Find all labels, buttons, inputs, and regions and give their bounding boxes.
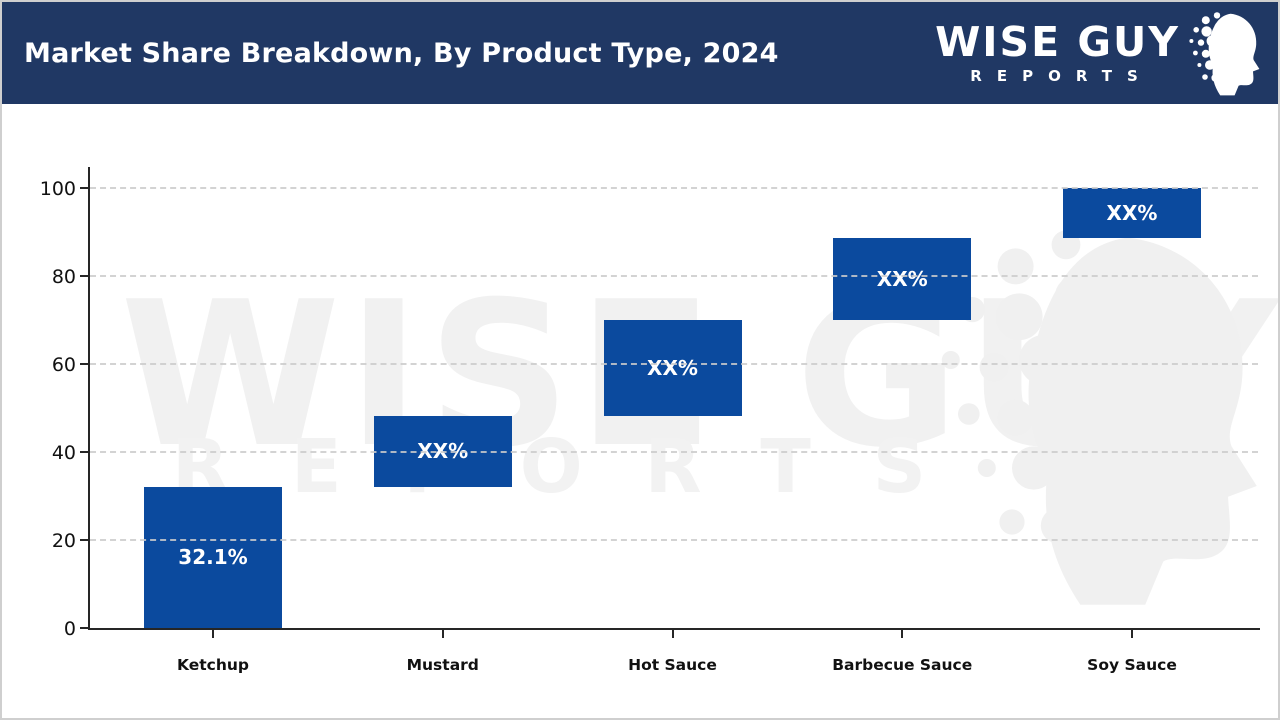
page-title: Market Share Breakdown, By Product Type,… <box>24 37 779 69</box>
wise-guy-logo: WISE GUY REPORTS <box>935 9 1268 97</box>
x-axis-label-barbecue-sauce: Barbecue Sauce <box>832 656 973 674</box>
y-axis-spine <box>88 167 90 630</box>
x-axis-label-hot-sauce: Hot Sauce <box>628 656 717 674</box>
gridline-80 <box>90 275 1258 278</box>
x-axis-label-soy-sauce: Soy Sauce <box>1087 656 1177 674</box>
bar-value-label: XX% <box>876 267 928 292</box>
gridline-20 <box>90 539 1258 542</box>
bar-hot-sauce: XX% <box>603 320 742 416</box>
gridline-60 <box>90 363 1258 366</box>
logo-wordmark: WISE GUY <box>935 18 1180 66</box>
plot-area: 0 20 40 60 80 100 32.1% Ketchup XX% Mustard XX% Hot… <box>40 167 1260 674</box>
x-axis-spine <box>88 628 1260 630</box>
chart-canvas: WISE GUY REPORTS 02040608010032.1%Ketchu… <box>2 104 1278 718</box>
x-tick-4 <box>1131 630 1133 638</box>
y-tick-label-100: 100 <box>39 178 76 201</box>
bar-soy-sauce: XX% <box>1063 188 1201 239</box>
y-tick-0 <box>80 627 88 629</box>
x-tick-3 <box>901 630 904 638</box>
x-tick-2 <box>671 630 674 638</box>
y-tick-40 <box>80 451 88 454</box>
gridline-40 <box>90 451 1258 454</box>
watermark-subtitle: REPORTS <box>172 424 989 510</box>
y-tick-label-60: 60 <box>51 354 76 377</box>
logo-text: WISE GUY REPORTS <box>935 22 1180 84</box>
bar-barbecue-sauce: XX% <box>833 238 972 321</box>
x-tick-0 <box>212 630 214 638</box>
x-axis-label-mustard: Mustard <box>406 656 479 674</box>
y-tick-label-40: 40 <box>51 442 76 465</box>
x-tick-1 <box>441 630 444 638</box>
bar-value-label: XX% <box>647 356 698 381</box>
y-tick-label-80: 80 <box>51 266 76 289</box>
y-tick-20 <box>80 539 88 542</box>
x-axis-label-ketchup: Ketchup <box>176 656 249 674</box>
y-tick-60 <box>80 363 88 366</box>
bar-ketchup: 32.1% <box>144 486 282 628</box>
bar-value-label: XX% <box>1106 201 1158 226</box>
gridline-100 <box>90 187 1258 190</box>
logo-subtitle: REPORTS <box>970 67 1153 85</box>
bar-value-label: 32.1% <box>178 545 248 570</box>
y-tick-label-0: 0 <box>63 618 76 640</box>
header: Market Share Breakdown, By Product Type,… <box>2 2 1278 104</box>
head-silhouette-icon <box>1189 12 1260 96</box>
y-tick-80 <box>80 275 88 278</box>
y-tick-label-20: 20 <box>51 530 76 553</box>
y-tick-100 <box>80 187 88 190</box>
